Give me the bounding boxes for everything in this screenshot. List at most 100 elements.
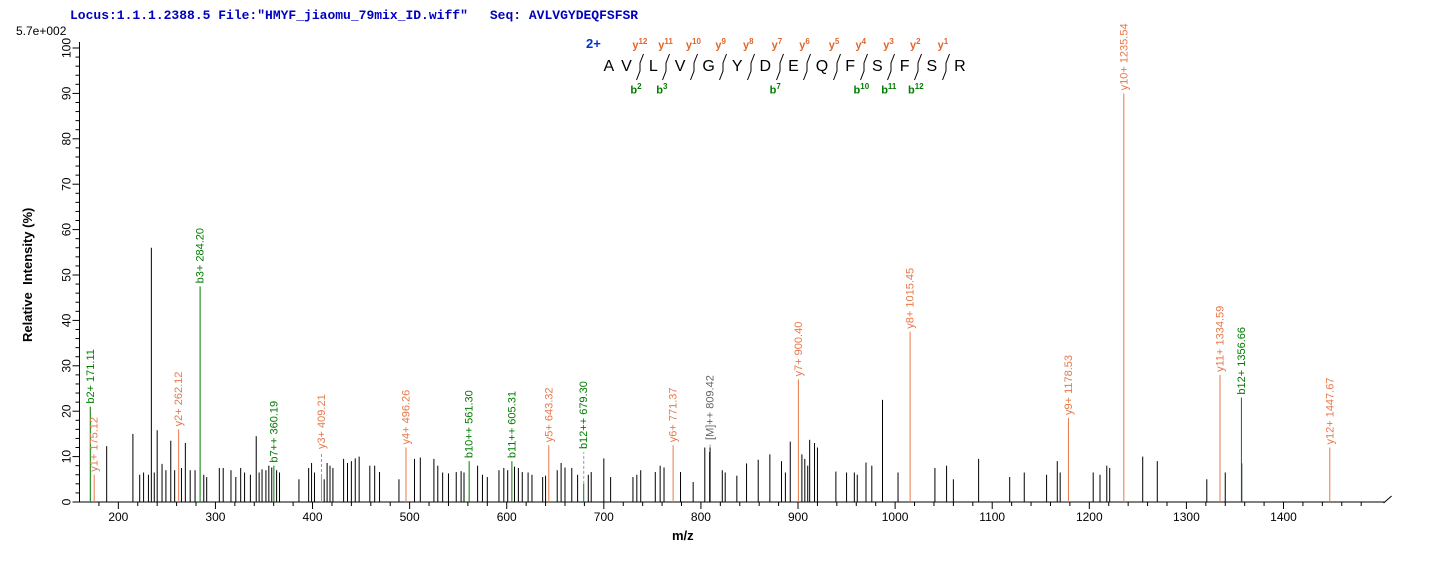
b-ion-label: b7 <box>769 82 781 97</box>
sequence-residue: E <box>788 58 799 75</box>
cleavage-mark: y10 <box>686 37 701 82</box>
sequence-residue: A <box>603 58 615 75</box>
y-ion-label: y1 <box>937 37 949 52</box>
cleavage-mark: y9 <box>715 37 728 82</box>
ion-peak-label: y10+ 1235.54 <box>1118 23 1130 90</box>
cleavage-slash-icon <box>859 53 868 81</box>
cleavage-mark: y3 b11 <box>881 37 896 97</box>
ion-peak-label: b12++ 679.30 <box>578 381 590 449</box>
cleavage-slash-icon <box>803 53 812 81</box>
y-ion-label: y7 <box>771 37 783 52</box>
cleavage-slash-icon <box>775 53 784 81</box>
cleavage-slash-icon <box>914 53 922 81</box>
axes: 200 300 400 500 600 700 800 900 1000 1100 1200 1300… <box>60 38 1392 524</box>
cleavage-slash-icon <box>719 53 728 81</box>
sequence-residue: D <box>759 58 772 75</box>
ion-peak-label: b3+ 284.20 <box>195 228 207 283</box>
ion-peak-label: y4+ 496.26 <box>400 390 412 445</box>
cleavage-mark: y7 b7 <box>770 37 785 97</box>
ion-peak-label: y6+ 771.37 <box>668 388 680 443</box>
y-tick-label: 30 <box>60 359 74 373</box>
labeled-ion-peaks: b2+ 171.11 y1+ 175.12 y2+ 262.12 b3+ 284.20… <box>85 23 1336 502</box>
sequence-residue: R <box>954 58 966 75</box>
cleavage-slash-icon <box>636 53 645 81</box>
x-tick-label: 1400 <box>1270 510 1297 524</box>
x-tick-label: 600 <box>497 510 517 524</box>
x-tick-label: 1100 <box>979 510 1005 524</box>
y-tick-label: 20 <box>60 404 74 418</box>
y-ion-label: y6 <box>799 37 810 52</box>
cleavage-mark: y12 b2 <box>630 37 647 97</box>
b-ion-label: b10 <box>853 82 870 97</box>
y-tick-label: 50 <box>60 268 74 282</box>
ion-peak-label: b11++ 605.31 <box>506 391 518 458</box>
y-tick-label: 90 <box>60 86 74 100</box>
y-ion-label: y11 <box>658 37 673 52</box>
cleavage-slash-icon <box>832 53 841 81</box>
ion-peak-label: y12+ 1447.67 <box>1324 378 1336 445</box>
cleavage-mark: y11 b3 <box>656 37 673 97</box>
cleavage-mark: y1 <box>938 37 951 82</box>
b-ion-label: b12 <box>907 82 924 97</box>
header-locus-text: Locus:1.1.1.2388.5 File:"HMYF_jiaomu_79m… <box>70 8 468 23</box>
ion-peak-label: y8+ 1015.45 <box>905 268 917 329</box>
x-tick-label: 1300 <box>1173 510 1200 524</box>
y-tick-label: 80 <box>60 132 74 146</box>
x-tick-label: 200 <box>108 510 128 524</box>
precursor-charge-label: 2+ <box>586 36 601 51</box>
peaks <box>106 247 1243 502</box>
y-tick-label: 10 <box>60 450 74 464</box>
x-tick-label: 1200 <box>1076 510 1103 524</box>
ion-peak-label: b10++ 561.30 <box>464 390 476 458</box>
x-tick-label: 900 <box>788 510 808 524</box>
x-tick-label: 800 <box>691 510 711 524</box>
sequence-residue: V <box>621 58 632 75</box>
sequence-residue: S <box>872 58 883 75</box>
y-ion-label: y4 <box>855 37 867 52</box>
y-ion-label: y12 <box>632 37 648 52</box>
header-sequence-text: Seq: AVLVGYDEQFSFSR <box>489 8 639 23</box>
ion-peak-label: [M]++ 809.42 <box>705 375 717 440</box>
ion-peak-label: y9+ 1178.53 <box>1063 355 1075 415</box>
y-ion-label: y2 <box>909 37 921 52</box>
b-ion-label: b2 <box>630 82 642 97</box>
cleavage-slash-icon <box>887 53 896 81</box>
cleavage-slash-icon <box>689 53 698 81</box>
y-tick-label: 60 <box>60 223 74 237</box>
x-tick-label: 700 <box>594 510 614 524</box>
sequence-residue: Q <box>815 58 829 75</box>
cleavage-mark: y4 b10 <box>854 37 870 97</box>
y-tick-label: 0 <box>60 498 74 505</box>
x-tick-label: 300 <box>205 510 225 524</box>
y-tick-label: 70 <box>60 177 74 191</box>
cleavage-slash-icon <box>662 53 671 81</box>
ion-peak-label: y1+ 175.12 <box>89 417 101 472</box>
y-tick-label: 40 <box>60 313 74 327</box>
ion-peak-label: y11+ 1334.59 <box>1214 306 1226 372</box>
sequence-residue: G <box>702 58 715 75</box>
x-axis-title: m/z <box>672 528 694 543</box>
cleavage-mark: y5 <box>829 37 842 82</box>
y-ion-label: y10 <box>685 37 701 52</box>
ion-peak-label: b7++ 360.19 <box>268 401 280 463</box>
ion-peak-label: y2+ 262.12 <box>173 372 185 427</box>
ion-peak-label: y3+ 409.21 <box>316 394 328 449</box>
x-tick-label: 400 <box>303 510 323 524</box>
x-tick-label: 1000 <box>882 510 909 524</box>
b-ion-label: b3 <box>656 82 668 97</box>
cleavage-mark: y2 b12 <box>908 37 924 97</box>
y-ion-label: y5 <box>828 37 840 52</box>
sequence-residue: F <box>899 58 910 75</box>
ion-peak-label: b12+ 1356.66 <box>1236 327 1248 395</box>
sequence-residue: F <box>845 58 856 75</box>
ion-peak-label: b2+ 171.11 <box>85 349 97 404</box>
y-ion-label: y9 <box>715 37 726 52</box>
cleavage-mark: y8 <box>743 37 756 82</box>
sequence-residue: V <box>674 58 686 75</box>
y-ion-label: y8 <box>743 37 754 52</box>
b-ion-label: b11 <box>881 82 897 97</box>
x-axis-end-mark <box>1383 495 1392 504</box>
